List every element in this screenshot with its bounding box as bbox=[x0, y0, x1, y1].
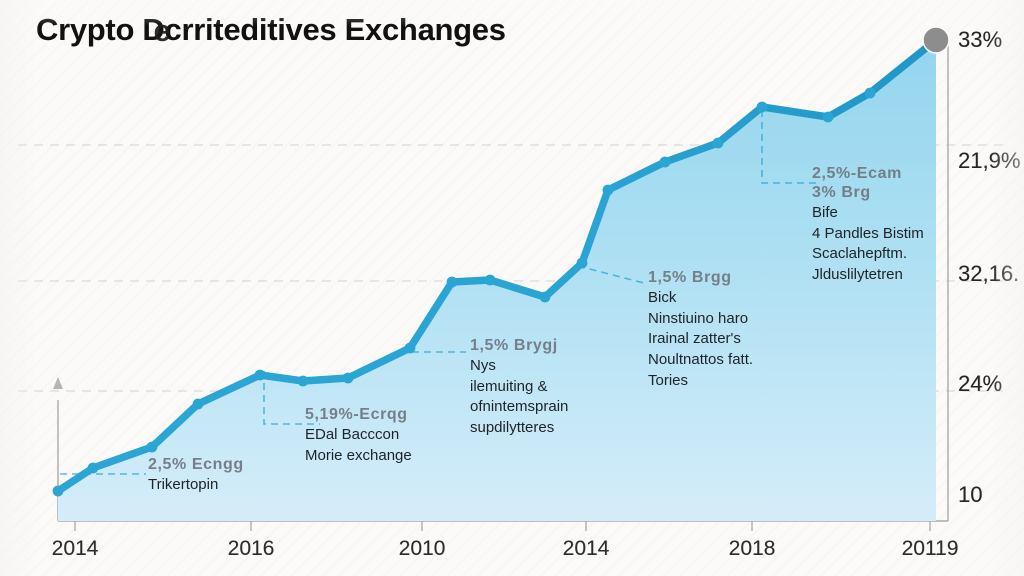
callout-5-headline: 2,5%-Ecam bbox=[812, 165, 902, 182]
y-axis-tick-label-0: 33% bbox=[958, 27, 1003, 52]
callout-3-line-3: supdilytteres bbox=[470, 419, 555, 437]
callout-4-line-4: Tories bbox=[648, 371, 689, 389]
callout-2-line-0: EDal Bacccon bbox=[305, 426, 400, 443]
callout-3-line-1: ilemuiting & bbox=[470, 377, 548, 395]
callout-4: 1,5% Brgg Bick Ninstiuino haro Irainal zatt… bbox=[648, 268, 753, 391]
title-prefix: Crypto D bbox=[36, 12, 165, 47]
callout-1-line-0: Trikertopin bbox=[148, 476, 219, 493]
callout-4-line-3: Noultnattos fatt. bbox=[648, 351, 754, 369]
data-point-marker bbox=[659, 156, 671, 168]
data-point-marker bbox=[192, 398, 204, 410]
y-axis-tick-label-3: 24% bbox=[958, 371, 1003, 396]
callout-5-line-2: Scaclahepftm. bbox=[812, 245, 908, 263]
data-point-marker bbox=[484, 274, 496, 286]
x-tick-marks bbox=[74, 521, 931, 531]
axis-arrow bbox=[53, 377, 63, 389]
x-axis-tick-label-5: 20119 bbox=[901, 537, 959, 560]
callout-4-headline: 1,5% Brgg bbox=[648, 269, 732, 286]
x-axis-tick-label-2: 2010 bbox=[398, 537, 446, 560]
data-point-marker bbox=[864, 87, 876, 99]
y-axis-tick-label-2: 32,16. bbox=[958, 261, 1020, 286]
callout-3-line-2: ofnintemsprain bbox=[470, 398, 569, 416]
y-axis-tick-label-4: 10 bbox=[958, 482, 983, 507]
data-point-marker bbox=[822, 111, 834, 123]
callout-4-line-1: Ninstiuino haro bbox=[648, 309, 749, 327]
y-axis-tick-label-1: 21,9% bbox=[958, 148, 1021, 173]
callout-5-headline-2: 3% Brg bbox=[812, 184, 871, 201]
callout-5-line-3: Jlduslilytetren bbox=[812, 266, 903, 284]
callout-5: 2,5%-Ecam 3% Brg Bife 4 Pandles Bistim Scacl… bbox=[812, 164, 924, 286]
data-point-marker bbox=[297, 375, 309, 387]
data-point-marker bbox=[712, 137, 724, 149]
callout-2-line-1: Morie exchange bbox=[305, 446, 412, 464]
data-point-marker bbox=[446, 276, 458, 288]
title-ghost-char: e bbox=[153, 13, 171, 48]
x-axis-tick-label-3: 2014 bbox=[562, 537, 610, 560]
x-axis-tick-label-0: 2014 bbox=[51, 537, 99, 560]
data-point-marker bbox=[87, 462, 99, 474]
callout-1-headline: 2,5% Ecngg bbox=[148, 456, 244, 473]
callout-4-line-2: Irainal zatter's bbox=[648, 330, 741, 348]
data-point-marker bbox=[146, 441, 158, 453]
callout-5-line-1: 4 Pandles Bistim bbox=[812, 224, 924, 242]
callout-2: 5,19%-Ecrqg EDal Bacccon Morie exchange bbox=[305, 405, 412, 466]
x-axis-tick-label-1: 2016 bbox=[227, 537, 275, 560]
title-suffix: rriteditives Exchanges bbox=[181, 12, 506, 47]
data-point-marker bbox=[602, 184, 614, 196]
endpoint-marker bbox=[922, 26, 950, 54]
callout-2-headline: 5,19%-Ecrqg bbox=[305, 406, 408, 423]
x-axis-tick-label-4: 2018 bbox=[728, 537, 776, 560]
data-point-marker bbox=[342, 372, 354, 384]
callout-5-line-0: Bife bbox=[812, 204, 838, 221]
data-point-marker bbox=[539, 291, 551, 303]
callout-1: 2,5% Ecngg Trikertopin bbox=[148, 455, 244, 496]
callout-3-line-0: Nys bbox=[470, 357, 496, 374]
callout-3: 1,5% Brygj Nys ilemuiting & ofnintemsprain s… bbox=[470, 336, 568, 439]
callout-3-headline: 1,5% Brygj bbox=[470, 337, 558, 354]
callout-4-line-0: Bick bbox=[648, 289, 677, 306]
data-point-marker bbox=[52, 485, 64, 497]
